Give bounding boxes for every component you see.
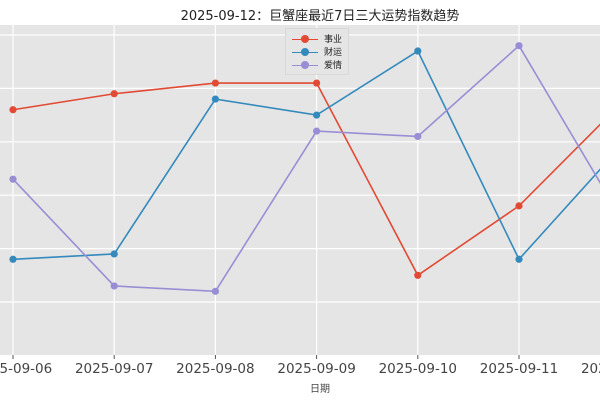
legend-label: 财运 bbox=[324, 48, 343, 58]
legend-item-wealth: 财运 bbox=[292, 45, 342, 58]
x-tick-label: 2025-09-08 bbox=[176, 361, 255, 377]
data-point bbox=[110, 282, 118, 290]
data-point bbox=[211, 95, 219, 103]
legend-marker-icon bbox=[292, 59, 318, 71]
data-point bbox=[414, 271, 422, 279]
legend-item-career: 事业 bbox=[292, 32, 342, 45]
x-tick-label: 2025-09-10 bbox=[378, 361, 458, 377]
data-point bbox=[414, 132, 422, 141]
x-tick-label: 2025-09-12 bbox=[580, 361, 600, 377]
legend-marker-icon bbox=[292, 33, 318, 45]
x-tick-label: 2025-09-09 bbox=[277, 361, 356, 377]
legend-marker-icon bbox=[292, 46, 318, 58]
legend-item-love: 爱情 bbox=[292, 58, 342, 71]
data-point bbox=[110, 250, 118, 258]
legend-label: 事业 bbox=[324, 35, 343, 45]
chart-title: 2025-09-12：巨蟹座最近7日三大运势指数趋势 bbox=[180, 9, 460, 24]
data-point bbox=[313, 127, 321, 135]
data-point bbox=[110, 90, 118, 98]
data-point bbox=[515, 202, 523, 210]
data-point bbox=[414, 47, 422, 55]
data-point bbox=[313, 111, 321, 119]
data-point bbox=[9, 106, 17, 114]
data-point bbox=[9, 255, 17, 263]
x-axis-label: 日期 bbox=[310, 384, 330, 395]
legend-label: 爱情 bbox=[324, 61, 343, 71]
data-point bbox=[211, 79, 219, 87]
x-tick-label: 2025-09-06 bbox=[0, 361, 53, 377]
data-point bbox=[515, 42, 523, 50]
data-point bbox=[211, 287, 219, 295]
chart-legend: 事业 财运 爱情 bbox=[285, 28, 350, 75]
x-tick-label: 2025-09-07 bbox=[74, 361, 154, 377]
data-point bbox=[313, 79, 321, 87]
data-point bbox=[9, 175, 17, 183]
data-point bbox=[515, 255, 523, 263]
x-tick-label: 2025-09-11 bbox=[479, 361, 559, 377]
